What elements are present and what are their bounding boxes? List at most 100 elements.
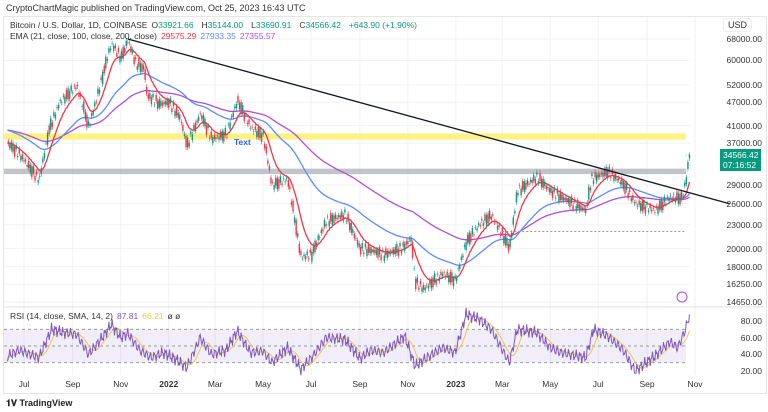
price-tick: 47000.00 [726, 97, 762, 108]
candle-body [117, 48, 120, 52]
rsi-tick: 40.00 [740, 349, 762, 360]
candle-body [643, 200, 645, 210]
candle-body [624, 182, 626, 194]
candle-body [457, 268, 459, 270]
high-label: H [201, 20, 208, 30]
time-tick: Sep [65, 379, 81, 389]
candle-body [407, 240, 409, 245]
candle-body [237, 96, 239, 103]
candle-body [493, 221, 496, 223]
candle-body [452, 278, 455, 287]
candle-body [363, 252, 365, 255]
candle-body [270, 177, 272, 184]
candle-body [43, 152, 46, 159]
candle-body [635, 202, 637, 203]
candle-body [45, 142, 47, 144]
candle-body [500, 234, 502, 236]
candle-body [10, 141, 13, 150]
currency-button[interactable]: USD [723, 18, 753, 32]
candle-body [311, 251, 313, 262]
candle-body [232, 112, 234, 118]
time-tick: Nov [113, 379, 129, 389]
candle-body [29, 164, 31, 173]
last-price: 34566.42 [723, 150, 759, 160]
candle-body [682, 195, 684, 197]
time-tick: May [255, 379, 272, 389]
candle-body [441, 273, 444, 277]
candle-body [65, 90, 68, 99]
candle-body [537, 181, 540, 184]
candle-body [396, 243, 398, 254]
candle-body [161, 102, 164, 106]
candle-body [416, 277, 419, 283]
candle-body [119, 56, 121, 63]
price-tick: 20000.00 [726, 243, 762, 254]
candle-body [241, 105, 244, 113]
candle-body [185, 135, 187, 148]
candle-body [679, 193, 681, 204]
candle-body [334, 214, 337, 219]
candle-body [212, 137, 214, 144]
candle-body [191, 134, 194, 141]
candle-body [144, 69, 146, 80]
candle-body [73, 85, 76, 87]
change-value: +643.90 (+1.90%) [348, 20, 417, 30]
candle-body [677, 193, 680, 204]
candle-body [477, 223, 480, 225]
candle-body [210, 131, 212, 138]
candle-body [501, 228, 503, 234]
candle-body [479, 224, 481, 227]
candle-body [492, 214, 494, 216]
candle-body [522, 181, 524, 190]
candle-body [570, 196, 573, 204]
candle-body [474, 227, 477, 229]
candle-body [375, 249, 378, 255]
candle-body [559, 191, 562, 201]
candle-body [657, 207, 659, 214]
candle-body [684, 182, 686, 186]
price-tick: 37000.00 [726, 138, 762, 149]
candle-body [504, 233, 507, 246]
candle-body [201, 115, 203, 119]
candle-body [116, 53, 118, 57]
candle-body [92, 111, 94, 115]
candle-body [245, 113, 247, 115]
candle-body [35, 172, 38, 175]
candle-body [234, 106, 236, 109]
price-tick: 52000.00 [726, 79, 762, 90]
candle-body [676, 191, 678, 199]
rsi-legend[interactable]: RSI (14, close, SMA, 14, 2) 87.81 66.21 ø ø [10, 311, 184, 321]
candle-body [490, 216, 492, 220]
candle-body [437, 273, 439, 275]
candle-body [157, 100, 159, 109]
candle-body [404, 243, 406, 251]
candle-body [350, 222, 352, 233]
candle-body [290, 201, 293, 205]
ema-legend[interactable]: EMA (21, close, 100, close, 200, close) 2… [10, 31, 279, 41]
candle-body [498, 225, 500, 227]
candle-body [385, 248, 387, 256]
price-tick: 60000.00 [726, 55, 762, 66]
candle-body [177, 112, 179, 118]
candle-body [72, 92, 74, 94]
time-tick: Nov [400, 379, 416, 389]
candle-body [23, 160, 25, 162]
rsi-label: RSI (14, close, SMA, 14, 2) [10, 311, 113, 321]
candle-body [405, 241, 408, 245]
symbol-legend: Bitcoin / U.S. Dollar, 1D, COINBASE O3392… [10, 20, 421, 30]
time-tick: Sep [352, 379, 368, 389]
candle-body [616, 178, 618, 181]
text-annotation[interactable]: Text [234, 137, 251, 147]
candle-body [322, 229, 324, 232]
candle-body [347, 213, 349, 222]
tradingview-logo[interactable]: 𝟏𝐕 TradingView [6, 398, 72, 409]
candle-body [221, 130, 223, 141]
candle-body [336, 217, 338, 220]
low-label: L [251, 20, 256, 30]
candle-body [374, 249, 376, 253]
candle-body [138, 58, 140, 67]
candle-body [473, 234, 475, 236]
candle-body [345, 221, 348, 222]
candle-body [333, 215, 335, 223]
